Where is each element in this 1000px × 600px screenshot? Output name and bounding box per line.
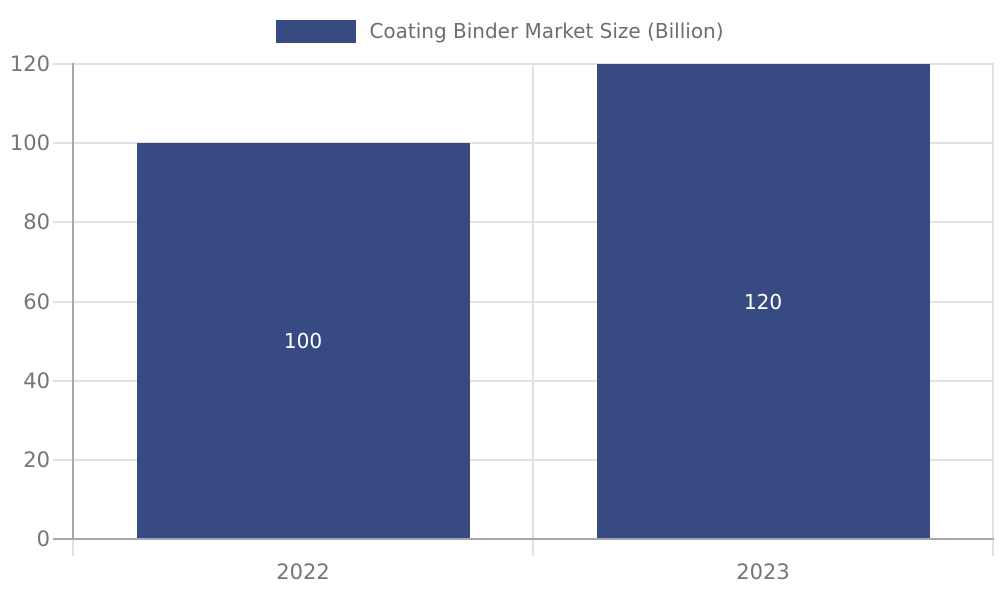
y-gridline	[53, 458, 993, 461]
y-axis-line	[72, 63, 74, 540]
y-gridline	[53, 63, 993, 65]
bar[interactable]: 120	[596, 64, 930, 539]
legend-swatch	[276, 19, 357, 43]
y-tick-label: 80	[23, 210, 50, 235]
y-gridline	[53, 379, 993, 382]
y-gridline	[53, 300, 993, 303]
y-tick-label: 20	[23, 447, 50, 472]
y-tick-label: 100	[9, 131, 50, 156]
bar-value-label: 120	[743, 289, 783, 314]
x-axis-label: 2022	[276, 560, 330, 584]
legend-label: Coating Binder Market Size (Billion)	[369, 19, 724, 43]
y-gridline	[53, 221, 993, 224]
bar-value-label: 100	[283, 329, 323, 354]
y-gridline	[53, 142, 993, 145]
x-axis-line	[53, 538, 994, 540]
x-axis-label: 2023	[736, 560, 790, 584]
x-gridline	[992, 63, 994, 556]
y-tick-label: 0	[36, 527, 50, 551]
x-gridline	[532, 63, 534, 556]
y-tick-label: 120	[9, 52, 50, 76]
legend[interactable]: Coating Binder Market Size (Billion)	[0, 17, 1000, 45]
y-tick-label: 40	[23, 368, 50, 393]
y-tick-label: 60	[23, 289, 50, 314]
bar[interactable]: 100	[136, 143, 470, 539]
